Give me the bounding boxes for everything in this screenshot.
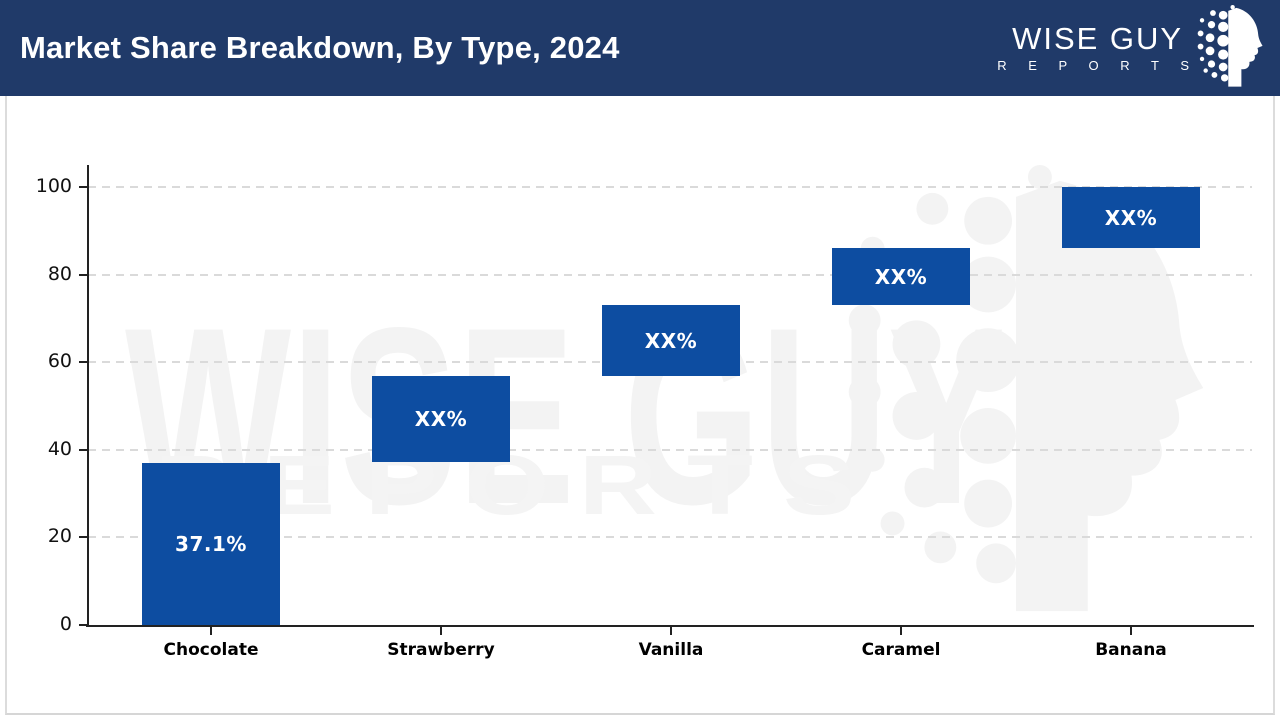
gridline-40 [88,448,1252,451]
bar-chocolate: 37.1% [142,462,280,625]
y-tick-40 [79,448,88,451]
x-tick-strawberry [440,626,442,635]
y-tick-label-0: 0 [59,613,72,635]
gridline-80 [88,273,1252,276]
wise-guy-reports-logo: WISE GUY R E P O R T S [997,5,1280,91]
y-tick-label-80: 80 [47,262,72,285]
y-tick-0 [79,624,88,626]
x-tick-chocolate [210,626,212,635]
logo-subtitle: R E P O R T S [997,58,1198,73]
bar-vanilla: XX% [602,304,740,377]
y-tick-20 [79,536,88,539]
bar-banana: XX% [1062,187,1200,249]
y-tick-label-60: 60 [47,350,72,373]
x-category-label-caramel: Caramel [861,640,941,660]
y-tick-label-20: 20 [47,525,72,548]
chart-title: Market Share Breakdown, By Type, 2024 [20,30,620,65]
bar-strawberry: XX% [372,376,510,463]
y-tick-60 [79,361,88,364]
logo-wordmark: WISE GUY [1012,21,1184,56]
gridline-20 [88,536,1252,539]
gridline-100 [88,186,1252,188]
bar-caramel: XX% [832,248,970,305]
x-tick-caramel [900,626,902,635]
x-tick-banana [1130,626,1132,635]
y-tick-label-100: 100 [35,175,72,197]
bar-value-label-banana: XX% [1104,205,1158,230]
logo-text: WISE GUY R E P O R T S [997,23,1198,73]
bar-value-label-chocolate: 37.1% [175,531,247,556]
x-tick-vanilla [670,626,672,635]
head-dots-icon [1197,5,1263,87]
x-category-label-strawberry: Strawberry [387,640,495,660]
y-tick-label-40: 40 [47,437,72,460]
bar-value-label-caramel: XX% [874,264,928,289]
x-category-label-vanilla: Vanilla [638,640,704,660]
bar-value-label-vanilla: XX% [644,328,698,353]
x-category-label-banana: Banana [1095,640,1167,660]
x-category-label-chocolate: Chocolate [163,640,259,660]
header-banner: Market Share Breakdown, By Type, 2024 WI… [0,0,1280,96]
bar-value-label-strawberry: XX% [414,407,468,432]
y-tick-80 [79,273,88,276]
y-tick-100 [79,186,88,188]
y-axis-line [87,165,89,626]
